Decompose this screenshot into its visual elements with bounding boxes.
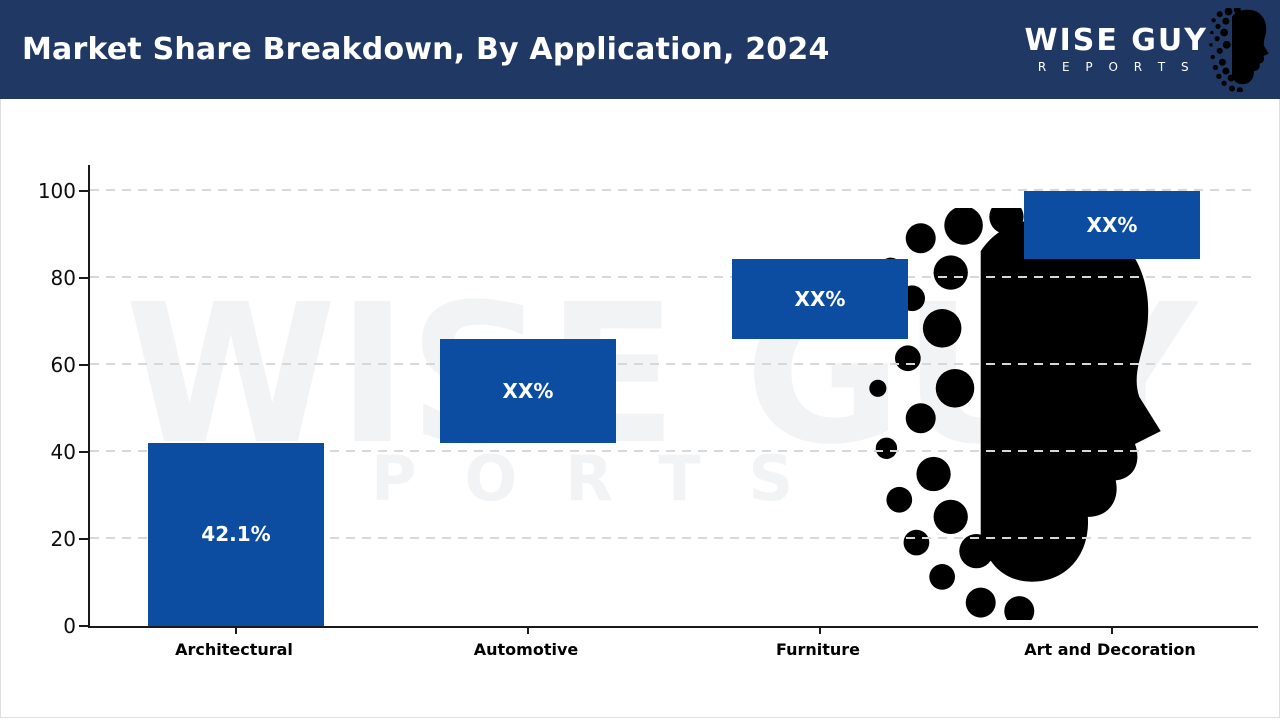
x-tick-mark	[527, 626, 529, 634]
bar-value-label: XX%	[794, 287, 846, 312]
x-tick-mark	[819, 626, 821, 634]
category-label: Automotive	[473, 640, 579, 659]
page-title: Market Share Breakdown, By Application, …	[22, 32, 830, 67]
y-tick-mark	[79, 277, 88, 280]
bar-value-label: 42.1%	[201, 522, 271, 547]
y-tick-mark	[79, 625, 88, 627]
bar: 42.1%	[147, 442, 325, 626]
y-tick-mark	[79, 451, 88, 454]
x-tick-mark	[235, 626, 237, 634]
x-axis-labels: Architectural Automotive Furniture Art and …	[88, 640, 1256, 664]
gridline	[90, 189, 1258, 192]
y-tick-label: 60	[50, 353, 76, 378]
bar-value-label: XX%	[502, 378, 554, 403]
category-label: Furniture	[775, 640, 861, 659]
bar: XX%	[731, 259, 909, 339]
header-bar: Market Share Breakdown, By Application, …	[0, 0, 1280, 99]
brand-name: WISE GUY	[1024, 22, 1208, 58]
y-tick-label: 0	[63, 614, 76, 638]
brand-subtitle: R E P O R T S	[1037, 59, 1195, 74]
bar: XX%	[1023, 191, 1201, 260]
x-tick-mark	[1111, 626, 1113, 634]
gridline	[90, 363, 1258, 366]
category-label: Art and Decoration	[1024, 640, 1196, 659]
bar-value-label: XX%	[1086, 213, 1138, 238]
brand-logo: WISE GUY R E P O R T S	[1024, 7, 1270, 92]
y-tick-mark	[79, 364, 88, 367]
gridline	[90, 537, 1258, 540]
gridline	[90, 276, 1258, 279]
y-tick-mark	[79, 190, 88, 193]
gridline	[90, 450, 1258, 453]
plot-area: 42.1% XX% XX% XX%	[79, 165, 1258, 634]
y-tick-label: 80	[50, 266, 76, 291]
y-tick-label: 20	[50, 527, 76, 552]
y-tick-label: 40	[50, 440, 76, 465]
y-axis-labels: 0 20 40 60 80 100	[0, 165, 76, 636]
brand-face-logo-icon	[1209, 7, 1269, 92]
y-tick-mark	[79, 538, 88, 541]
y-tick-label: 100	[37, 179, 76, 204]
category-label: Architectural	[175, 640, 293, 659]
bar: XX%	[439, 338, 617, 443]
